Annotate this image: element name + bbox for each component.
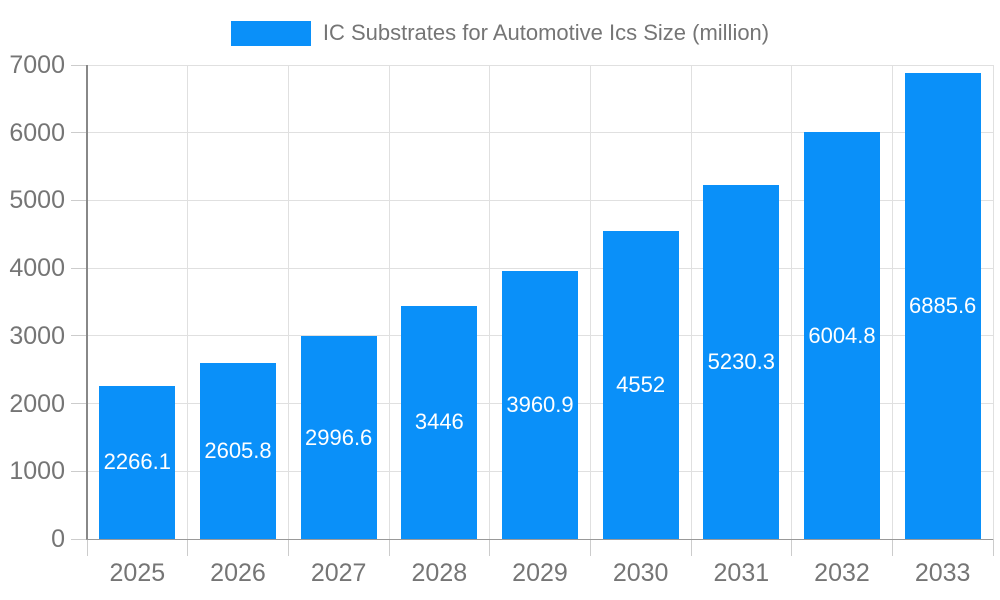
y-tick-label: 6000 (9, 118, 65, 147)
y-tick (71, 199, 87, 201)
y-tick-label: 0 (51, 525, 65, 553)
x-tick-label: 2025 (109, 559, 166, 587)
x-tick (690, 539, 692, 556)
bar-value-label: 3446 (414, 409, 464, 435)
v-gridline (489, 65, 491, 539)
bar-value-label: 2605.8 (204, 437, 272, 463)
x-tick (891, 539, 893, 556)
x-axis-line (86, 538, 993, 540)
h-gridline (87, 267, 993, 269)
legend-item[interactable]: IC Substrates for Automotive Ics Size (m… (0, 20, 1000, 46)
legend-swatch (230, 20, 311, 46)
y-tick-label: 2000 (9, 389, 65, 418)
y-tick (71, 470, 87, 472)
bar-value-label: 6004.8 (808, 322, 876, 348)
y-tick (71, 132, 87, 134)
y-tick-label: 4000 (9, 254, 65, 283)
x-tick (589, 539, 591, 556)
y-tick (71, 403, 87, 405)
x-tick (86, 539, 88, 556)
y-tick-label: 3000 (9, 321, 65, 350)
y-tick-label: 7000 (9, 51, 65, 79)
bar-value-label: 5230.3 (707, 348, 775, 374)
h-gridline (87, 64, 993, 66)
x-tick (791, 539, 793, 556)
y-tick (71, 267, 87, 269)
y-tick (71, 335, 87, 337)
v-gridline (690, 65, 692, 539)
v-gridline (589, 65, 591, 539)
x-tick-label: 2027 (310, 559, 367, 587)
x-tick-label: 2029 (512, 559, 568, 587)
h-gridline (87, 199, 993, 201)
x-tick (287, 539, 289, 556)
v-gridline (791, 65, 793, 539)
v-gridline (187, 65, 189, 539)
v-gridline (388, 65, 390, 539)
bar (401, 305, 478, 539)
y-tick-label: 1000 (9, 457, 65, 486)
x-tick-label: 2028 (411, 559, 468, 587)
bar-value-label: 6885.6 (909, 292, 977, 318)
bar (300, 336, 377, 539)
bar-value-label: 2996.6 (305, 424, 373, 450)
y-axis-line (86, 65, 88, 540)
v-gridline (891, 65, 893, 539)
x-tick-label: 2026 (210, 559, 266, 587)
y-tick (71, 538, 87, 540)
x-tick (388, 539, 390, 556)
v-gridline (992, 65, 994, 539)
y-tick-label: 5000 (9, 186, 65, 215)
bar-value-label: 4552 (616, 371, 666, 397)
x-tick-label: 2033 (914, 559, 971, 587)
bar (200, 362, 276, 539)
x-tick (489, 539, 491, 556)
x-tick (992, 539, 994, 556)
v-gridline (287, 65, 289, 539)
x-tick-label: 2031 (713, 559, 770, 587)
x-tick-label: 2030 (612, 559, 669, 587)
legend-label: IC Substrates for Automotive Ics Size (m… (322, 20, 770, 45)
bar (904, 72, 981, 539)
bar (502, 270, 578, 539)
bar-value-label: 2266.1 (103, 449, 171, 475)
bar (99, 385, 176, 539)
bar (602, 230, 679, 539)
x-tick (187, 539, 189, 556)
bar (804, 132, 880, 539)
y-tick (71, 64, 87, 66)
h-gridline (87, 132, 993, 134)
bar (703, 184, 780, 539)
bar-value-label: 3960.9 (506, 391, 574, 417)
x-tick-label: 2032 (814, 559, 870, 587)
